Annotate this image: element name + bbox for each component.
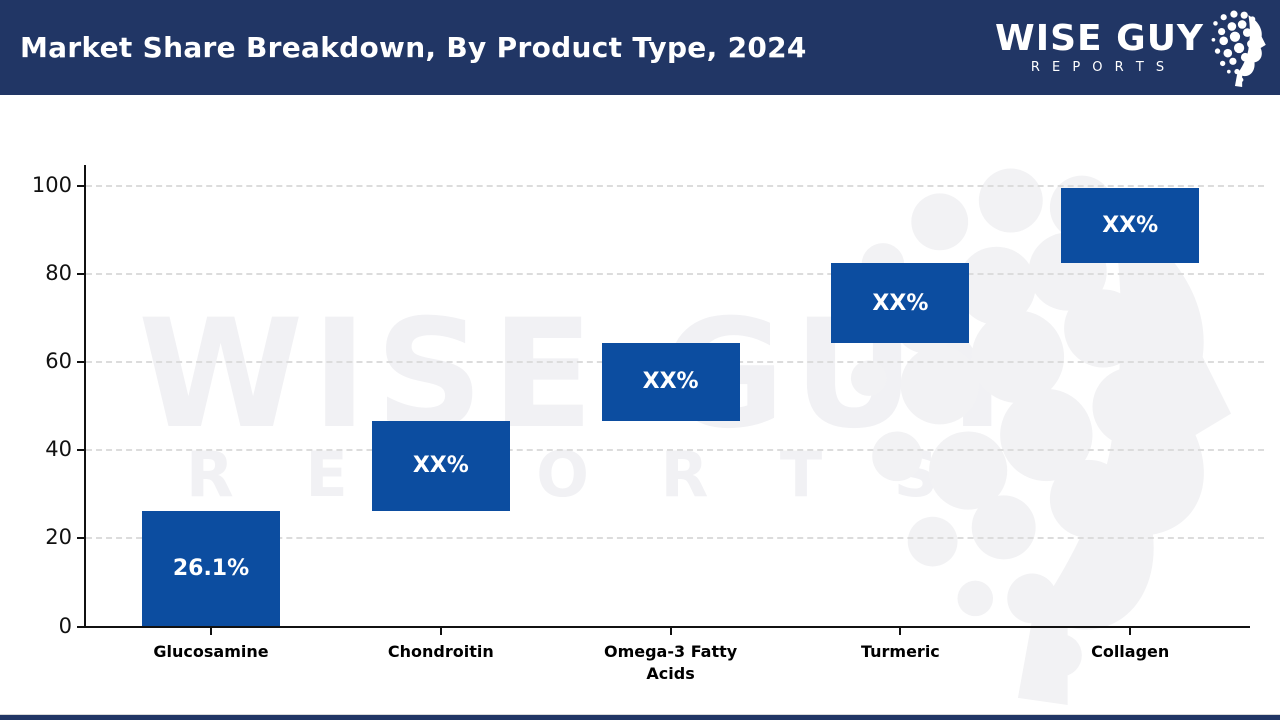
y-axis-tick: [77, 537, 85, 540]
bar-value-label: 26.1%: [172, 556, 250, 582]
y-tick-label: 100: [31, 172, 72, 197]
x-axis-line: [84, 626, 1250, 628]
x-axis-tick: [439, 628, 442, 635]
logo-wiseguy-text: WISE GUY: [994, 18, 1204, 59]
x-category-label: Glucosamine: [153, 642, 269, 661]
logo-reports-text: R E P O R T S: [1030, 60, 1169, 75]
x-category-label: Omega-3 Fatty Acids: [603, 642, 738, 683]
bar-value-label: XX%: [1102, 212, 1159, 238]
y-gridline: [86, 449, 1264, 452]
logo-head-icon: [1211, 10, 1266, 87]
bar: XX%: [371, 420, 510, 512]
y-axis-tick: [77, 184, 85, 187]
x-category-label: Turmeric: [860, 642, 940, 661]
x-axis-tick: [669, 628, 672, 635]
bar-value-label: XX%: [412, 453, 469, 479]
bar: XX%: [1061, 187, 1200, 264]
bar: XX%: [831, 263, 970, 344]
bar: XX%: [601, 343, 740, 421]
y-tick-label: 20: [45, 525, 72, 550]
x-category-label: Chondroitin: [387, 642, 494, 661]
y-tick-label: 40: [45, 437, 72, 462]
y-gridline: [86, 272, 1264, 275]
title-bar: Market Share Breakdown, By Product Type,…: [0, 0, 1280, 95]
y-tick-label: 60: [45, 348, 72, 373]
footer-divider-line: [0, 714, 1280, 715]
x-axis-tick: [899, 628, 902, 635]
y-tick-label: 0: [58, 613, 72, 638]
x-category-label: Collagen: [1091, 642, 1170, 661]
footer-accent-bar: [0, 715, 1280, 720]
chart-title: Market Share Breakdown, By Product Type,…: [20, 31, 807, 64]
y-axis-tick: [77, 272, 85, 275]
bar-value-label: XX%: [642, 369, 699, 395]
x-axis-tick: [1129, 628, 1132, 635]
y-tick-label: 80: [45, 260, 72, 285]
y-axis-line: [84, 165, 86, 628]
y-gridline: [86, 184, 1264, 187]
bar: 26.1%: [142, 511, 280, 627]
bar-value-label: XX%: [872, 290, 929, 316]
y-axis-tick: [77, 449, 85, 452]
wise-guy-reports-logo: WISE GUY R E P O R T S: [995, 9, 1266, 87]
x-axis-tick: [210, 628, 212, 635]
y-gridline: [86, 537, 1264, 540]
y-axis-tick: [77, 360, 85, 363]
y-axis-tick: [77, 625, 85, 628]
